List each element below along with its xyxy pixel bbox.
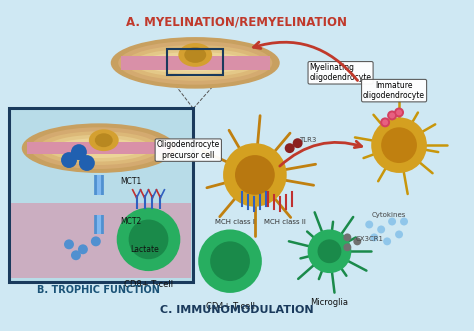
Ellipse shape — [54, 138, 144, 158]
Circle shape — [400, 217, 408, 225]
Text: MCT2: MCT2 — [121, 217, 142, 226]
Text: MCH class I: MCH class I — [215, 218, 255, 224]
Text: Myelinating
oligodendrocyte: Myelinating oligodendrocyte — [310, 63, 372, 82]
Text: Oligodendrocyte
precursor cell: Oligodendrocyte precursor cell — [157, 140, 220, 160]
Circle shape — [387, 111, 397, 120]
Text: Microglia: Microglia — [310, 298, 348, 307]
Bar — [11, 203, 191, 278]
Text: CD8+ T-cell: CD8+ T-cell — [124, 280, 173, 290]
Circle shape — [370, 233, 378, 241]
Circle shape — [223, 143, 287, 207]
Circle shape — [91, 236, 101, 246]
Circle shape — [128, 219, 168, 259]
Circle shape — [343, 243, 351, 251]
Text: MCT1: MCT1 — [121, 177, 142, 186]
Circle shape — [198, 229, 262, 293]
Text: C. IMMUNOMODULATION: C. IMMUNOMODULATION — [160, 305, 314, 315]
Circle shape — [71, 144, 87, 160]
Circle shape — [365, 220, 373, 228]
Circle shape — [285, 143, 295, 153]
Circle shape — [292, 138, 302, 148]
Ellipse shape — [95, 133, 113, 147]
Text: MCH class II: MCH class II — [264, 218, 306, 224]
Circle shape — [394, 108, 404, 118]
Circle shape — [318, 239, 341, 263]
Text: CD4+ T-cell: CD4+ T-cell — [206, 302, 255, 311]
Circle shape — [308, 229, 351, 273]
Circle shape — [78, 244, 88, 254]
Text: TLR3: TLR3 — [299, 137, 316, 143]
Circle shape — [353, 237, 361, 245]
Text: Immature
oligodendrocyte: Immature oligodendrocyte — [363, 81, 425, 100]
Ellipse shape — [30, 127, 167, 169]
Text: CX3CR1: CX3CR1 — [355, 236, 383, 242]
Ellipse shape — [141, 52, 250, 74]
Circle shape — [310, 231, 349, 271]
Text: B. TROPHIC FUNCTION: B. TROPHIC FUNCTION — [37, 285, 160, 295]
Ellipse shape — [118, 41, 272, 85]
Circle shape — [377, 225, 385, 233]
Ellipse shape — [89, 129, 118, 151]
Bar — [121, 56, 270, 70]
FancyBboxPatch shape — [9, 109, 193, 282]
Circle shape — [117, 208, 180, 271]
Circle shape — [61, 152, 77, 168]
Circle shape — [343, 233, 351, 241]
Circle shape — [381, 127, 417, 163]
Ellipse shape — [148, 55, 243, 71]
Circle shape — [388, 217, 396, 225]
Ellipse shape — [126, 45, 265, 81]
Ellipse shape — [184, 47, 206, 63]
Circle shape — [380, 118, 390, 127]
Circle shape — [395, 230, 403, 238]
Bar — [27, 142, 170, 154]
Circle shape — [396, 110, 402, 116]
Ellipse shape — [38, 131, 159, 165]
Ellipse shape — [46, 135, 152, 162]
Ellipse shape — [133, 48, 257, 77]
Text: Cytokines: Cytokines — [372, 212, 406, 217]
Text: A. MYELINATION/REMYELINATION: A. MYELINATION/REMYELINATION — [127, 15, 347, 28]
Circle shape — [371, 118, 427, 173]
Circle shape — [389, 113, 395, 118]
Ellipse shape — [111, 37, 280, 89]
Ellipse shape — [178, 43, 212, 67]
Circle shape — [383, 237, 391, 245]
Circle shape — [210, 241, 250, 281]
Circle shape — [79, 155, 95, 171]
Circle shape — [235, 155, 275, 195]
Text: Lactate: Lactate — [131, 245, 159, 254]
Circle shape — [71, 250, 81, 260]
Ellipse shape — [22, 123, 176, 173]
Circle shape — [382, 119, 388, 125]
Circle shape — [64, 239, 74, 249]
Text: GPR17: GPR17 — [395, 91, 419, 97]
